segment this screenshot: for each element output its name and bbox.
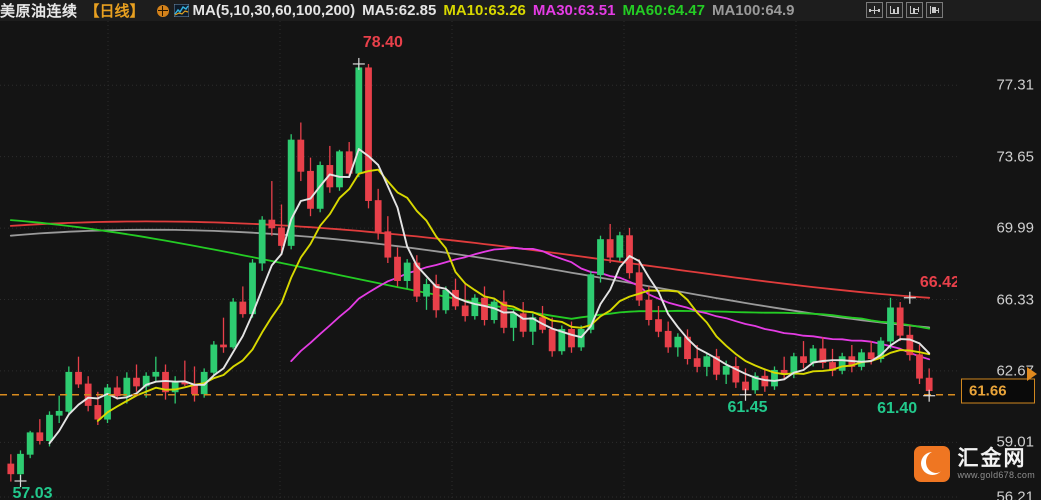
axis-label: 59.01 xyxy=(996,433,1034,451)
ma100-value: MA100:64.9 xyxy=(711,2,795,19)
watermark-url: www.gold678.com xyxy=(957,469,1035,480)
current-price-arrow-icon xyxy=(1027,366,1037,381)
watermark: 汇金网 www.gold678.com xyxy=(914,446,1035,482)
annotation-61-45: 61.45 xyxy=(727,398,768,416)
candlestick-plot[interactable]: 78.40 66.42 61.45 61.40 57.03 xyxy=(0,21,957,500)
annotation-78-40: 78.40 xyxy=(362,33,403,51)
annotation-61-40: 61.40 xyxy=(877,399,918,417)
plot-svg xyxy=(0,21,957,500)
watermark-text: 汇金网 www.gold678.com xyxy=(957,446,1035,480)
ma5-value: MA5:62.85 xyxy=(362,2,437,19)
watermark-logo-icon xyxy=(914,446,951,482)
ma60-value: MA60:64.47 xyxy=(622,2,705,19)
symbol-name[interactable]: 美原油连续 xyxy=(0,3,78,20)
annotation-66-42: 66.42 xyxy=(919,273,957,291)
ma10-value: MA10:63.26 xyxy=(443,2,526,19)
annotation-57-03: 57.03 xyxy=(12,484,53,500)
pan-tool-icon[interactable] xyxy=(866,2,883,18)
axis-label: 73.65 xyxy=(996,148,1034,166)
axis-label: 66.33 xyxy=(996,291,1034,308)
price-axis[interactable]: 80.9677.3173.6569.9966.3362.6759.0156.21… xyxy=(957,6,1041,500)
ma30-value: MA30:63.51 xyxy=(532,2,616,19)
zoom-in-bars-icon[interactable] xyxy=(906,2,923,18)
scroll-right-icon[interactable] xyxy=(926,2,943,18)
chart-header: 美原油连续 【日线】 MA(5,10,30,60,100,200) MA5:62… xyxy=(0,0,1041,21)
ma-definition: MA(5,10,30,60,100,200) xyxy=(192,2,356,19)
zoom-out-bars-icon[interactable] xyxy=(886,2,903,18)
watermark-name: 汇金网 xyxy=(957,446,1027,470)
axis-label: 69.99 xyxy=(996,219,1034,237)
axis-label: 62.67 xyxy=(996,362,1034,380)
mini-chart-icon[interactable] xyxy=(173,3,190,18)
period-label[interactable]: 【日线】 xyxy=(84,3,145,20)
axis-label: 56.21 xyxy=(996,488,1034,500)
current-price-tag[interactable]: 61.66 xyxy=(961,378,1035,404)
axis-label: 77.31 xyxy=(996,76,1034,94)
chart-toolbar xyxy=(866,2,943,18)
crosshair-circle-icon[interactable] xyxy=(156,4,169,17)
